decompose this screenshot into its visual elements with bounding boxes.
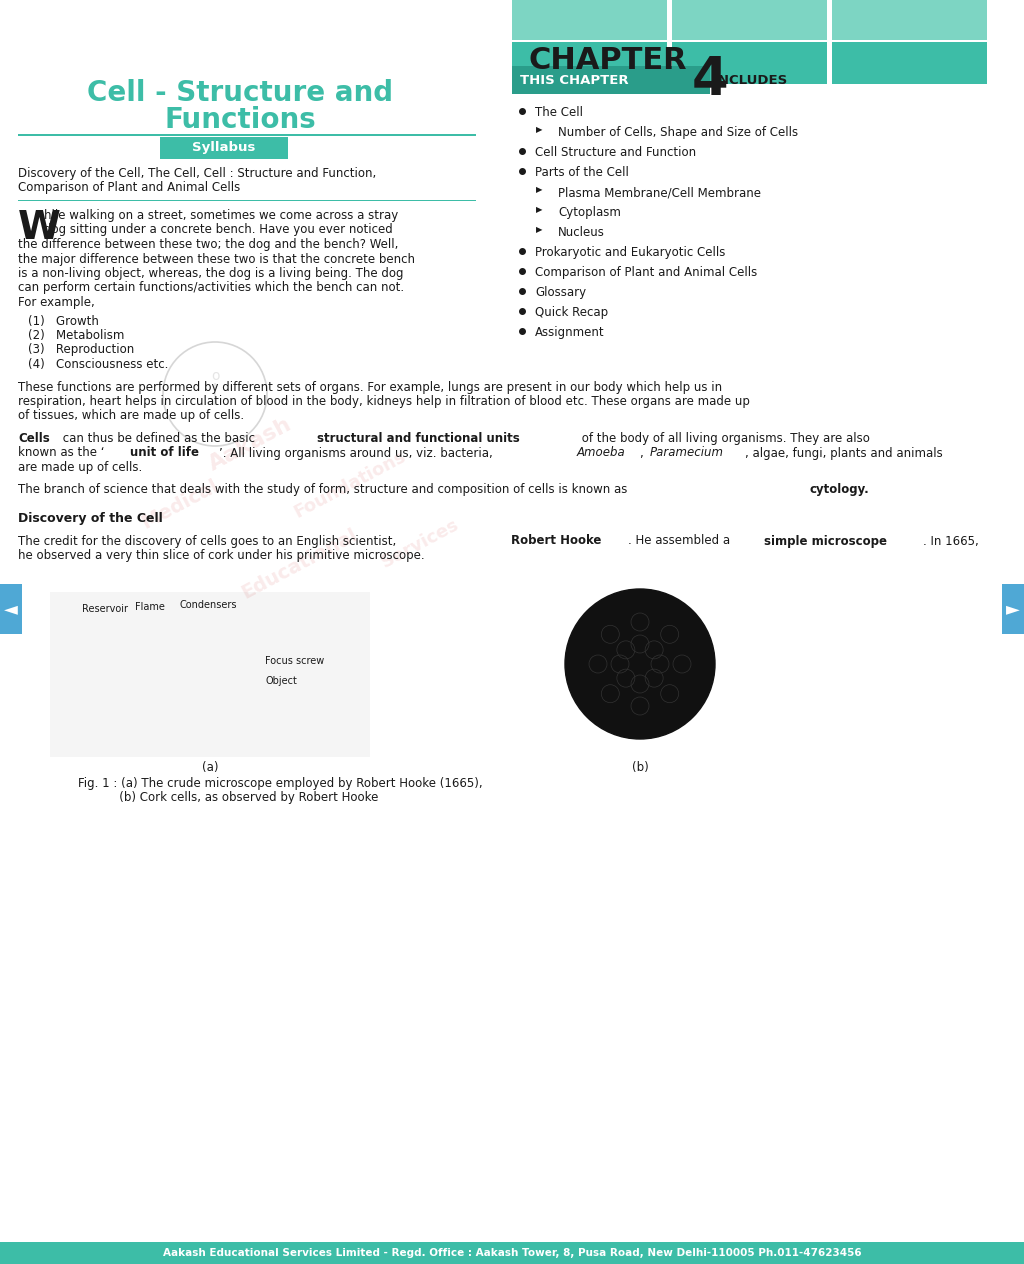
Text: Glossary: Glossary <box>535 286 586 300</box>
Text: ▶: ▶ <box>536 125 543 134</box>
Bar <box>831 42 987 83</box>
Text: Assignment: Assignment <box>535 326 604 339</box>
Bar <box>0 584 22 635</box>
Text: Functions: Functions <box>164 106 315 134</box>
Text: Aakash: Aakash <box>205 413 295 474</box>
Text: (b) Cork cells, as observed by Robert Hooke: (b) Cork cells, as observed by Robert Ho… <box>78 791 379 804</box>
Text: , algae, fungi, plants and animals: , algae, fungi, plants and animals <box>744 446 942 460</box>
Text: ,: , <box>640 446 647 460</box>
Text: cytology.: cytology. <box>809 484 869 497</box>
Text: ’. All living organisms around us, viz. bacteria,: ’. All living organisms around us, viz. … <box>219 446 497 460</box>
Circle shape <box>565 589 715 739</box>
Text: Discovery of the Cell: Discovery of the Cell <box>18 512 163 525</box>
Bar <box>50 592 370 756</box>
Text: ▶: ▶ <box>536 205 543 214</box>
Text: Parts of the Cell: Parts of the Cell <box>535 166 629 179</box>
Text: Prokaryotic and Eukaryotic Cells: Prokaryotic and Eukaryotic Cells <box>535 246 725 259</box>
Text: Plasma Membrane/Cell Membrane: Plasma Membrane/Cell Membrane <box>558 186 761 198</box>
Text: Medical: Medical <box>138 475 222 532</box>
Bar <box>831 0 987 40</box>
Text: The credit for the discovery of cells goes to an English scientist,: The credit for the discovery of cells go… <box>18 535 400 547</box>
Bar <box>160 137 288 159</box>
Text: Quick Recap: Quick Recap <box>535 306 608 319</box>
Bar <box>18 134 476 137</box>
Text: ◄: ◄ <box>4 600 18 618</box>
Text: CHAPTER: CHAPTER <box>528 46 687 75</box>
Bar <box>18 200 476 201</box>
Text: The Cell: The Cell <box>535 106 583 119</box>
Text: he observed a very thin slice of cork under his primitive microscope.: he observed a very thin slice of cork un… <box>18 549 425 562</box>
Text: structural and functional units: structural and functional units <box>316 432 519 445</box>
Bar <box>672 42 827 83</box>
Text: simple microscope: simple microscope <box>764 535 887 547</box>
Bar <box>0 1243 1024 1264</box>
Text: Cell Structure and Function: Cell Structure and Function <box>535 147 696 159</box>
Text: For example,: For example, <box>18 296 95 308</box>
Text: is a non-living object, whereas, the dog is a living being. The dog: is a non-living object, whereas, the dog… <box>18 267 403 281</box>
Text: are made up of cells.: are made up of cells. <box>18 461 142 474</box>
Text: INCLUDES: INCLUDES <box>714 73 788 86</box>
Text: Foundations: Foundations <box>291 447 410 521</box>
Text: the major difference between these two is that the concrete bench: the major difference between these two i… <box>18 253 415 265</box>
Text: Amoeba: Amoeba <box>577 446 626 460</box>
Bar <box>512 0 667 40</box>
Text: known as the ‘: known as the ‘ <box>18 446 104 460</box>
Text: ▶: ▶ <box>536 185 543 193</box>
Text: W: W <box>18 209 60 246</box>
Text: Reservoir: Reservoir <box>82 603 128 613</box>
Text: Fig. 1 : (a) The crude microscope employed by Robert Hooke (1665),: Fig. 1 : (a) The crude microscope employ… <box>78 776 482 790</box>
Text: 4: 4 <box>692 54 729 106</box>
Text: The branch of science that deals with the study of form, structure and compositi: The branch of science that deals with th… <box>18 484 631 497</box>
Text: Cells: Cells <box>18 432 50 445</box>
Text: Syllabus: Syllabus <box>193 142 256 154</box>
Text: Object: Object <box>265 676 297 686</box>
Text: Paramecium: Paramecium <box>649 446 723 460</box>
Text: Flame: Flame <box>135 602 165 612</box>
Bar <box>1002 584 1024 635</box>
Text: Cytoplasm: Cytoplasm <box>558 206 621 219</box>
Text: respiration, heart helps in circulation of blood in the body, kidneys help in fi: respiration, heart helps in circulation … <box>18 394 750 408</box>
Text: Cell - Structure and: Cell - Structure and <box>87 78 393 107</box>
Text: THIS CHAPTER: THIS CHAPTER <box>520 73 629 86</box>
Text: the difference between these two; the dog and the bench? Well,: the difference between these two; the do… <box>18 238 398 252</box>
Text: Robert Hooke: Robert Hooke <box>511 535 601 547</box>
Text: ▶: ▶ <box>536 225 543 234</box>
Text: These functions are performed by different sets of organs. For example, lungs ar: These functions are performed by differe… <box>18 380 722 393</box>
Text: Nucleus: Nucleus <box>558 226 605 239</box>
Text: Discovery of the Cell, The Cell, Cell : Structure and Function,: Discovery of the Cell, The Cell, Cell : … <box>18 167 376 179</box>
Text: can thus be defined as the basic: can thus be defined as the basic <box>59 432 259 445</box>
Text: (4)   Consciousness etc.: (4) Consciousness etc. <box>28 358 168 372</box>
Text: hile walking on a street, sometimes we come across a stray: hile walking on a street, sometimes we c… <box>44 209 398 222</box>
Text: (b): (b) <box>632 761 648 775</box>
Text: (3)   Reproduction: (3) Reproduction <box>28 344 134 356</box>
Bar <box>672 0 827 40</box>
Text: Focus screw: Focus screw <box>265 656 325 666</box>
Text: of tissues, which are made up of cells.: of tissues, which are made up of cells. <box>18 410 244 422</box>
Text: can perform certain functions/activities which the bench can not.: can perform certain functions/activities… <box>18 282 404 295</box>
Text: . He assembled a: . He assembled a <box>628 535 733 547</box>
Text: (a): (a) <box>202 761 218 775</box>
Text: o: o <box>211 369 219 383</box>
Text: Comparison of Plant and Animal Cells: Comparison of Plant and Animal Cells <box>535 265 758 279</box>
Text: of the body of all living organisms. They are also: of the body of all living organisms. The… <box>579 432 870 445</box>
Text: (2)   Metabolism: (2) Metabolism <box>28 329 124 343</box>
Text: Aakash Educational Services Limited - Regd. Office : Aakash Tower, 8, Pusa Road,: Aakash Educational Services Limited - Re… <box>163 1248 861 1258</box>
Text: Comparison of Plant and Animal Cells: Comparison of Plant and Animal Cells <box>18 181 241 193</box>
Text: (1)   Growth: (1) Growth <box>28 315 99 327</box>
Bar <box>512 42 667 83</box>
Text: Educational: Educational <box>239 526 361 603</box>
Text: Condensers: Condensers <box>179 599 237 609</box>
Text: Services: Services <box>378 516 462 573</box>
Bar <box>512 66 710 94</box>
Text: dog sitting under a concrete bench. Have you ever noticed: dog sitting under a concrete bench. Have… <box>44 224 393 236</box>
Text: . In 1665,: . In 1665, <box>923 535 979 547</box>
Text: ►: ► <box>1006 600 1020 618</box>
Text: Number of Cells, Shape and Size of Cells: Number of Cells, Shape and Size of Cells <box>558 126 798 139</box>
Text: unit of life: unit of life <box>130 446 199 460</box>
